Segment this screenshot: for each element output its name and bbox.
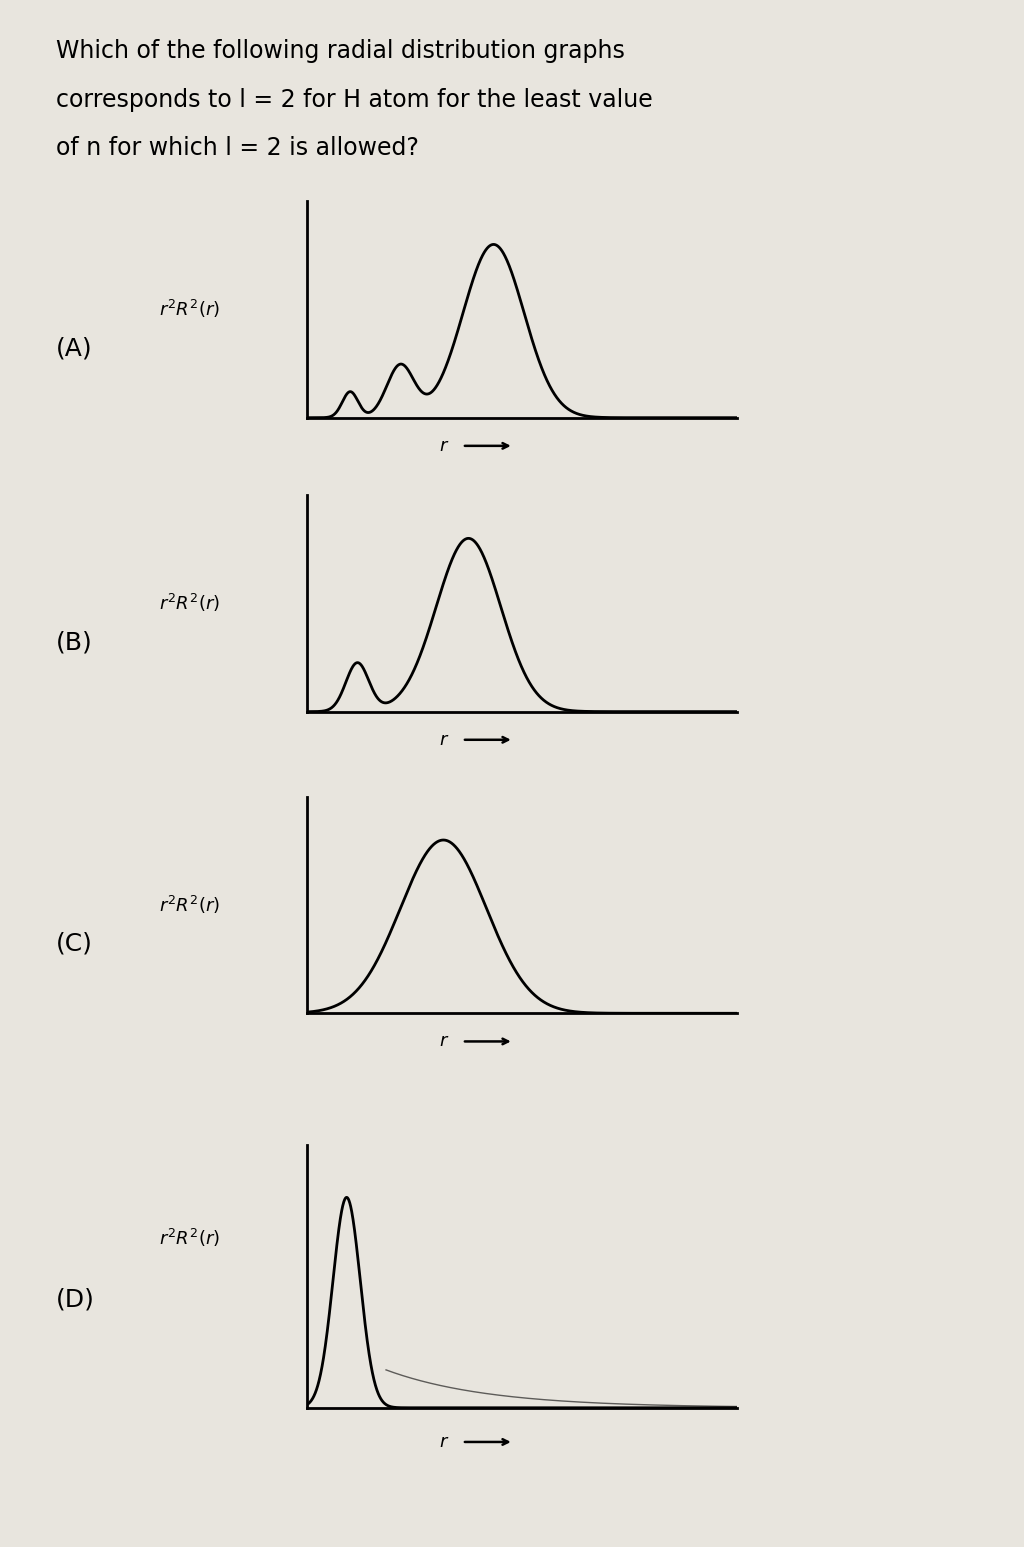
- Text: (C): (C): [56, 931, 93, 956]
- Text: $r^2R^2(r)$: $r^2R^2(r)$: [159, 299, 220, 320]
- Text: $r$: $r$: [439, 436, 450, 455]
- Text: (D): (D): [56, 1287, 95, 1312]
- Text: $r$: $r$: [439, 1433, 450, 1451]
- Text: (B): (B): [56, 630, 93, 654]
- Text: (A): (A): [56, 336, 93, 360]
- Text: $r^2R^2(r)$: $r^2R^2(r)$: [159, 593, 220, 614]
- Text: $r$: $r$: [439, 1032, 450, 1050]
- Text: $r^2R^2(r)$: $r^2R^2(r)$: [159, 894, 220, 916]
- Text: Which of the following radial distribution graphs: Which of the following radial distributi…: [56, 39, 626, 63]
- Text: of n for which l = 2 is allowed?: of n for which l = 2 is allowed?: [56, 136, 419, 161]
- Text: $r^2R^2(r)$: $r^2R^2(r)$: [159, 1227, 220, 1248]
- Text: corresponds to l = 2 for H atom for the least value: corresponds to l = 2 for H atom for the …: [56, 88, 653, 113]
- Text: $r$: $r$: [439, 730, 450, 749]
